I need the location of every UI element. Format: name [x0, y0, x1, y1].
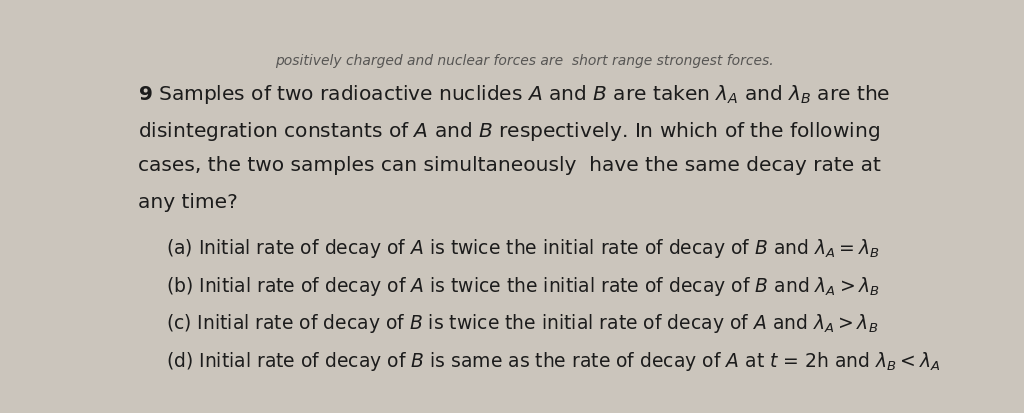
Text: (c) Initial rate of decay of $\it{B}$ is twice the initial rate of decay of $\it: (c) Initial rate of decay of $\it{B}$ is… — [166, 312, 879, 335]
Text: (a) Initial rate of decay of $\it{A}$ is twice the initial rate of decay of $\it: (a) Initial rate of decay of $\it{A}$ is… — [166, 237, 880, 260]
Text: disintegration constants of $\it{A}$ and $\it{B}$ respectively. In which of the : disintegration constants of $\it{A}$ and… — [137, 119, 880, 142]
Text: cases, the two samples can simultaneously  have the same decay rate at: cases, the two samples can simultaneousl… — [137, 156, 881, 175]
Text: $\mathbf{9}$ Samples of two radioactive nuclides $\it{A}$ and $\it{B}$ are taken: $\mathbf{9}$ Samples of two radioactive … — [137, 83, 890, 106]
Text: positively charged and nuclear forces are  short range strongest forces.: positively charged and nuclear forces ar… — [275, 55, 774, 68]
Text: (b) Initial rate of decay of $\it{A}$ is twice the initial rate of decay of $\it: (b) Initial rate of decay of $\it{A}$ is… — [166, 275, 880, 298]
Text: any time?: any time? — [137, 192, 238, 212]
Text: (d) Initial rate of decay of $\it{B}$ is same as the rate of decay of $\it{A}$ a: (d) Initial rate of decay of $\it{B}$ is… — [166, 350, 940, 373]
